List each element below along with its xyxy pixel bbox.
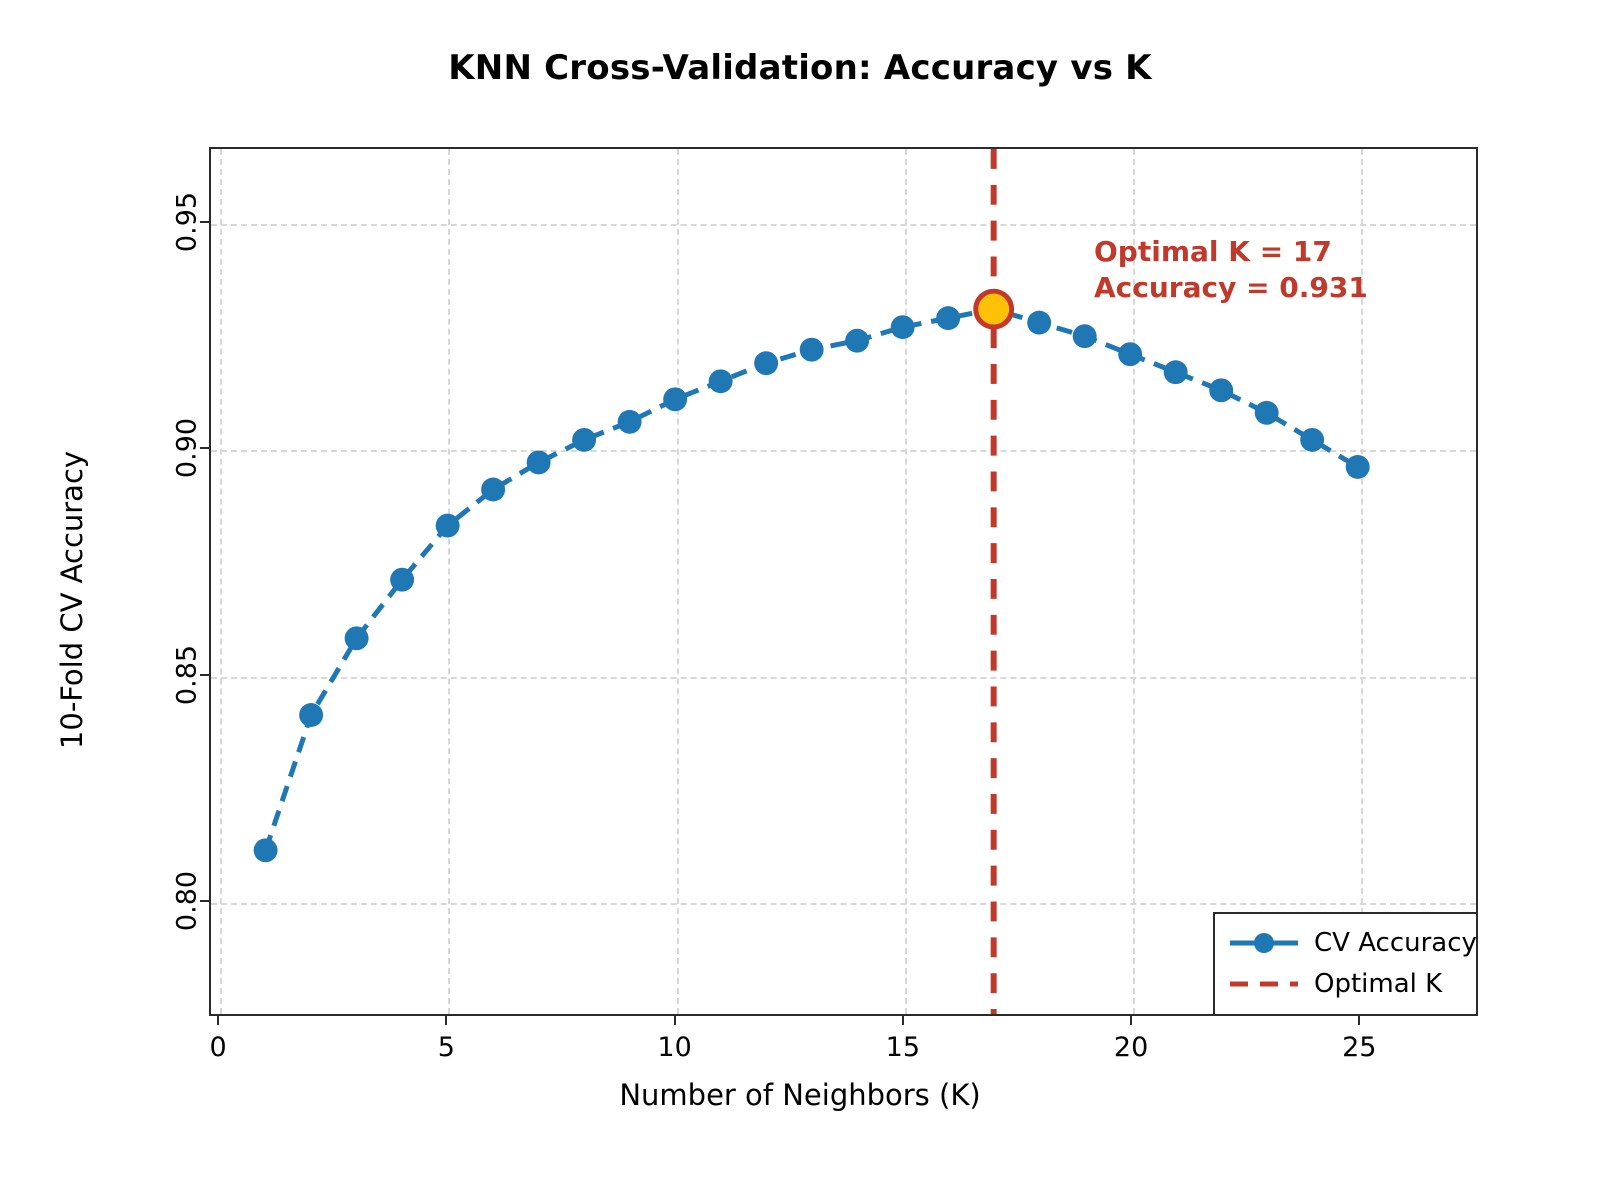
data-point bbox=[253, 838, 278, 863]
data-point bbox=[890, 315, 915, 340]
data-point bbox=[845, 328, 870, 353]
x-tick-mark-3 bbox=[901, 1016, 904, 1025]
data-point bbox=[1254, 400, 1279, 425]
legend-item-1[interactable]: CV Accuracy bbox=[1215, 922, 1477, 963]
data-point bbox=[526, 450, 551, 475]
legend-item-2[interactable]: Optimal K bbox=[1215, 963, 1476, 1004]
x-tick-mark-2 bbox=[673, 1016, 676, 1025]
data-point bbox=[1163, 360, 1188, 385]
data-point bbox=[936, 306, 961, 331]
x-tick-label: 15 bbox=[885, 1032, 921, 1063]
data-point bbox=[1209, 378, 1234, 403]
y-tick-label: 0.85 bbox=[171, 644, 203, 705]
y-axis-label: 10-Fold CV Accuracy bbox=[55, 450, 89, 750]
legend-label: Optimal K bbox=[1314, 968, 1443, 999]
x-tick-label: 5 bbox=[437, 1032, 455, 1063]
x-axis-label: Number of Neighbors (K) bbox=[619, 1078, 981, 1112]
x-tick-label: 25 bbox=[1342, 1032, 1377, 1063]
data-point bbox=[572, 427, 597, 452]
data-point bbox=[1118, 342, 1143, 367]
series-line-cv-accuracy bbox=[263, 306, 1359, 852]
data-point bbox=[663, 387, 688, 412]
optimal-k-annotation: Optimal K = 17 Accuracy = 0.931 bbox=[1094, 234, 1368, 306]
data-point bbox=[1072, 324, 1097, 349]
data-point bbox=[754, 351, 779, 376]
y-tick-label: 0.80 bbox=[171, 871, 203, 932]
annotation-line-1: Optimal K = 17 bbox=[1094, 235, 1332, 268]
x-tick-mark-0 bbox=[217, 1016, 220, 1025]
data-point bbox=[1345, 455, 1370, 479]
optimal-point-marker bbox=[973, 288, 1015, 330]
data-layer bbox=[253, 149, 1370, 1014]
y-tick-label: 0.95 bbox=[171, 191, 203, 252]
data-point bbox=[708, 369, 733, 394]
data-point bbox=[1300, 427, 1325, 452]
x-tick-mark-4 bbox=[1130, 1016, 1133, 1025]
line-marker-icon bbox=[1228, 931, 1300, 955]
data-point bbox=[481, 477, 506, 502]
x-tick-label: 20 bbox=[1113, 1032, 1149, 1063]
x-tick-label: 0 bbox=[209, 1032, 227, 1063]
x-tick-mark-5 bbox=[1358, 1016, 1361, 1025]
y-tick-label: 0.90 bbox=[171, 418, 203, 479]
x-tick-label: 10 bbox=[657, 1032, 692, 1063]
data-point bbox=[299, 703, 324, 727]
data-point bbox=[799, 337, 824, 362]
data-point bbox=[1027, 310, 1052, 335]
data-point bbox=[617, 409, 642, 434]
data-point bbox=[390, 567, 415, 592]
y-tick-mark-1 bbox=[200, 673, 209, 676]
x-tick-mark-1 bbox=[445, 1016, 448, 1025]
y-tick-mark-2 bbox=[200, 447, 209, 450]
dashed-line-icon bbox=[1228, 972, 1300, 996]
y-tick-mark-0 bbox=[200, 900, 209, 903]
page-title: KNN Cross-Validation: Accuracy vs K bbox=[448, 48, 1152, 88]
data-point bbox=[435, 513, 460, 538]
annotation-line-2: Accuracy = 0.931 bbox=[1094, 270, 1368, 304]
data-point bbox=[344, 626, 369, 651]
legend-label: CV Accuracy bbox=[1314, 927, 1477, 958]
legend: CV Accuracy Optimal K bbox=[1213, 912, 1478, 1016]
y-tick-mark-3 bbox=[200, 220, 209, 223]
